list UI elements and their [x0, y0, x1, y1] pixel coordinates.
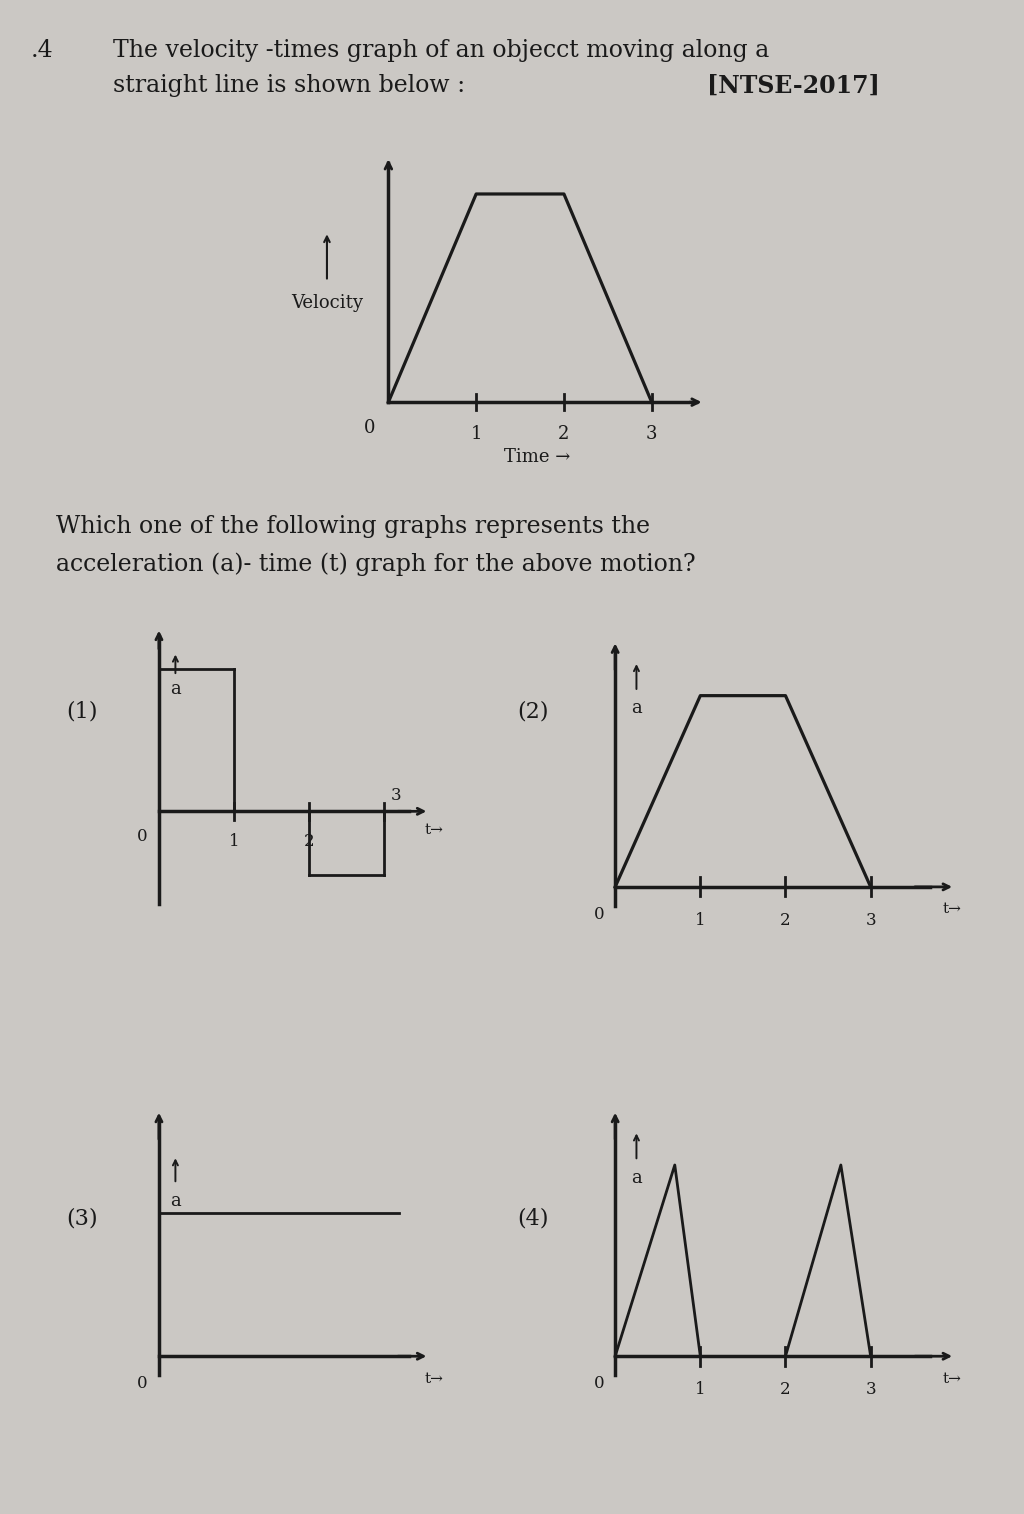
Text: a: a — [631, 699, 642, 718]
Text: t→: t→ — [943, 1372, 962, 1385]
Text: a: a — [170, 1192, 181, 1210]
Text: The velocity -times graph of an objecct moving along a: The velocity -times graph of an objecct … — [113, 39, 769, 62]
Text: 0: 0 — [137, 1375, 147, 1393]
Text: .4: .4 — [31, 39, 53, 62]
Text: t→: t→ — [425, 1372, 443, 1385]
Text: 0: 0 — [137, 828, 147, 845]
Text: t→: t→ — [943, 902, 962, 916]
Text: [NTSE-2017]: [NTSE-2017] — [707, 74, 880, 98]
Text: Which one of the following graphs represents the: Which one of the following graphs repres… — [56, 515, 650, 537]
Text: (2): (2) — [517, 701, 549, 722]
Text: 2: 2 — [780, 911, 791, 928]
Text: 0: 0 — [594, 1375, 605, 1393]
Text: 1: 1 — [228, 833, 240, 849]
Text: 1: 1 — [695, 911, 706, 928]
Text: 0: 0 — [594, 905, 605, 924]
Text: 1: 1 — [695, 1381, 706, 1397]
Text: 3: 3 — [646, 425, 657, 444]
Text: (4): (4) — [517, 1208, 549, 1229]
Text: Time →: Time → — [505, 448, 570, 466]
Text: t→: t→ — [425, 822, 443, 837]
Text: Velocity: Velocity — [291, 294, 362, 312]
Text: 2: 2 — [303, 833, 314, 849]
Text: acceleration (a)- time (t) graph for the above motion?: acceleration (a)- time (t) graph for the… — [56, 553, 696, 577]
Text: a: a — [631, 1169, 642, 1187]
Text: 0: 0 — [364, 419, 375, 438]
Text: (1): (1) — [67, 701, 98, 722]
Text: a: a — [170, 680, 181, 698]
Text: 1: 1 — [470, 425, 482, 444]
Text: 2: 2 — [558, 425, 569, 444]
Text: 2: 2 — [780, 1381, 791, 1397]
Text: 3: 3 — [391, 787, 401, 804]
Text: straight line is shown below :: straight line is shown below : — [113, 74, 465, 97]
Text: (3): (3) — [67, 1208, 98, 1229]
Text: 3: 3 — [865, 911, 876, 928]
Text: 3: 3 — [865, 1381, 876, 1397]
